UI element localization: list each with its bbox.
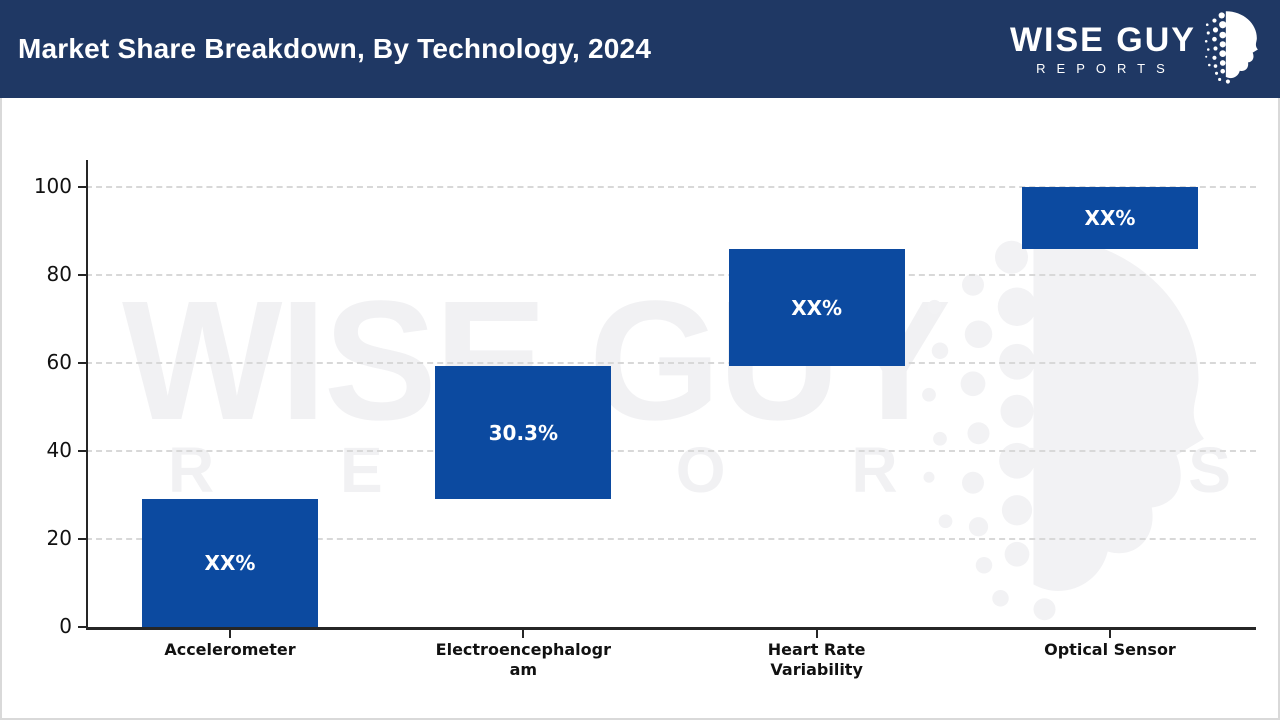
x-axis-tick: [1108, 630, 1111, 638]
bar-segment: XX%: [1021, 187, 1198, 250]
category-label: Electroencephalogr am: [435, 640, 611, 679]
wise-guy-logo: WISE GUY REPORTS: [1010, 9, 1262, 89]
grid-line: [86, 186, 1256, 188]
category-label: Heart Rate Variability: [767, 640, 866, 679]
header-banner: Market Share Breakdown, By Technology, 2…: [0, 0, 1280, 98]
y-axis-tick: [78, 274, 86, 276]
bar-segment: 30.3%: [435, 366, 612, 500]
bar-value-label: XX%: [1084, 206, 1136, 231]
logo-text: WISE GUY REPORTS: [1010, 23, 1196, 75]
y-axis-tick: [78, 186, 86, 188]
y-tick-label: 60: [46, 350, 72, 374]
grid-line: [86, 274, 1256, 276]
y-axis-line: [86, 160, 88, 630]
category-label: Accelerometer: [164, 640, 296, 659]
x-axis-tick: [229, 630, 231, 638]
bar-value-label: 30.3%: [488, 420, 559, 445]
y-tick-label: 100: [33, 174, 72, 198]
category-label: Optical Sensor: [1044, 640, 1176, 659]
bar-segment: XX%: [142, 499, 318, 627]
logo-subtitle: REPORTS: [1036, 61, 1176, 76]
grid-line: [86, 538, 1256, 540]
y-tick-label: 80: [46, 262, 72, 286]
y-axis-tick: [78, 626, 86, 628]
y-tick-label: 20: [46, 526, 72, 550]
y-tick-label: 0: [59, 614, 72, 638]
bar-value-label: XX%: [791, 295, 843, 320]
grid-line: [86, 450, 1256, 452]
y-tick-label: 40: [46, 438, 72, 462]
watermark-head-icon: [922, 235, 1204, 621]
grid-line: [86, 362, 1256, 364]
logo-name: WISE GUY: [1009, 21, 1196, 59]
x-axis-tick: [522, 630, 525, 638]
x-axis-line: [86, 627, 1256, 630]
x-axis-tick: [815, 630, 818, 638]
bar-value-label: XX%: [204, 551, 256, 576]
dotted-head-profile-icon: [1204, 11, 1258, 84]
bar-segment: XX%: [728, 249, 905, 367]
y-axis-tick: [78, 450, 86, 452]
y-axis-tick: [78, 362, 86, 364]
page-title: Market Share Breakdown, By Technology, 2…: [18, 33, 652, 64]
y-axis-tick: [78, 538, 86, 540]
